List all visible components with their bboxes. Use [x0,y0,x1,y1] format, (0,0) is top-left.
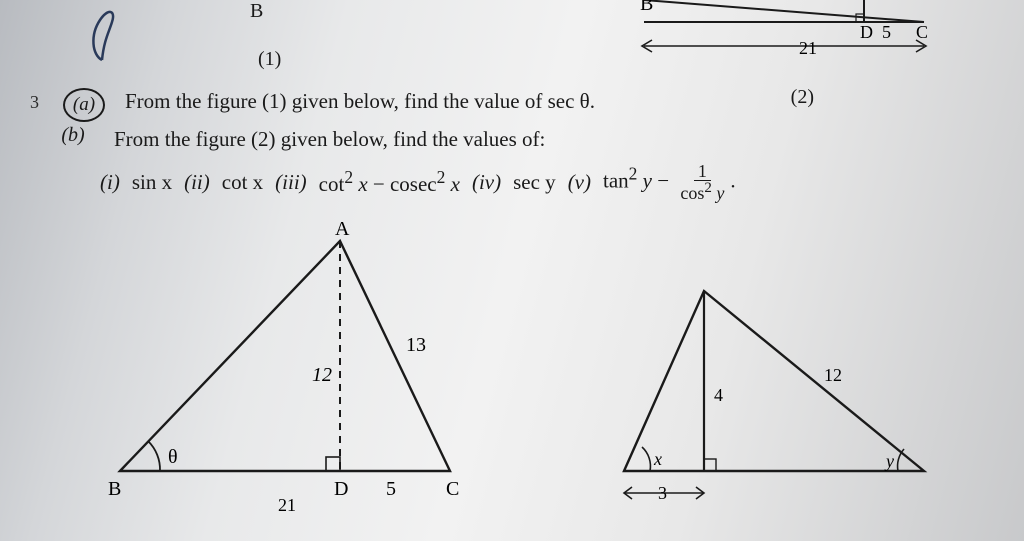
top-tri-five: 5 [882,22,891,42]
question-number: 3 [30,92,39,113]
tri2-hyp: 12 [824,365,842,385]
figure-2-label: (2) [791,86,814,109]
top-tri-c: C [916,22,928,42]
part-v-expr: tan2 y − 1 cos2 y . [603,162,736,204]
tri2-base3: 3 [658,483,667,503]
tri2-alt: 4 [714,385,723,405]
tri2-x: x [653,449,662,469]
part-a-text: From the figure (1) given below, find th… [125,86,994,118]
question-row-a: 3 (a) From the figure (1) given below, f… [30,86,994,122]
tri1-dc: 5 [386,478,396,500]
tri2-y: y [884,451,894,471]
tri1-a: A [335,218,350,240]
part-b-label: (b) [52,124,94,147]
tri1-c: C [446,478,459,500]
triangle-2: x y 4 12 3 [604,271,964,511]
tri1-ac: 13 [406,334,426,356]
stray-letter-b: B [250,0,263,23]
part-i-expr: sin x [132,170,172,195]
top-tri-b: B [640,0,653,15]
tri1-bc: 21 [278,495,296,515]
top-tri-d: D [860,22,873,42]
part-iii-label: (iii) [275,170,307,195]
handwriting-loop [82,0,132,70]
parts-row: (i) sin x (ii) cot x (iii) cot2 x − cose… [100,162,994,204]
triangle-1: A B C D θ 13 12 5 21 [90,211,530,511]
question-row-b: (b) From the figure (2) given below, fin… [52,124,994,156]
tri1-b: B [108,478,121,500]
part-iii-expr: cot2 x − cosec2 x [319,167,460,197]
top-triangle-fragment: B D 5 C 21 [604,0,984,80]
tri1-theta: θ [168,446,178,468]
part-ii-label: (ii) [184,170,210,195]
part-i-label: (i) [100,170,120,195]
figure-1-label: (1) [258,48,281,71]
part-ii-expr: cot x [222,170,263,195]
top-tri-21: 21 [799,38,817,58]
part-v-label: (v) [568,170,591,195]
part-iv-label: (iv) [472,170,501,195]
part-b-text: From the figure (2) given below, find th… [114,124,994,156]
figures-row: A B C D θ 13 12 5 21 [30,211,994,511]
part-a-label: (a) [63,88,105,122]
tri1-alt: 12 [312,364,332,386]
part-iv-expr: sec y [513,170,556,195]
tri1-d: D [334,478,348,500]
